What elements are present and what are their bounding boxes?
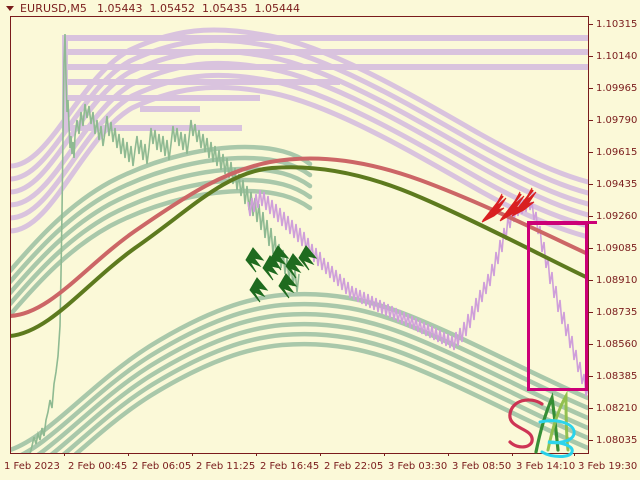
price-tick-label: 1.09260 [596, 211, 638, 222]
broker-logo-watermark [496, 388, 596, 460]
price-tick-label: 1.09615 [596, 147, 638, 158]
lower-ma-ribbon [10, 291, 588, 454]
price-tick: 1.09965 [589, 83, 640, 95]
price-tick-label: 1.09435 [596, 179, 638, 190]
price-tick: 1.10140 [589, 51, 640, 63]
price-tick-mark [589, 216, 593, 217]
time-tick-label: 2 Feb 22:05 [324, 461, 384, 472]
price-tick-mark [589, 120, 593, 121]
price-tick-label: 1.08735 [596, 307, 638, 318]
price-tick-label: 1.09965 [596, 83, 638, 94]
price-tick: 1.08560 [589, 339, 640, 351]
chart-header: EURUSD,M5 1.05443 1.05452 1.05435 1.0544… [0, 0, 640, 16]
price-tick-label: 1.08910 [596, 275, 638, 286]
price-tick-label: 1.09085 [596, 243, 638, 254]
buy-arrow [249, 277, 269, 303]
price-tick: 1.08210 [589, 403, 640, 415]
chart-canvas [10, 27, 588, 454]
price-tick: 1.09260 [589, 211, 640, 223]
price-tick: 1.09085 [589, 243, 640, 255]
chart-plot-area[interactable] [10, 16, 588, 454]
price-tick-label: 1.08560 [596, 339, 638, 350]
price-tick-label: 1.08385 [596, 371, 638, 382]
price-tick: 1.10315 [589, 19, 640, 31]
ohlc-quotes: 1.05443 1.05452 1.05435 1.05444 [97, 2, 300, 15]
price-tick-mark [589, 312, 593, 313]
price-tick: 1.08035 [589, 435, 640, 447]
price-tick-mark [589, 88, 593, 89]
quote-low: 1.05435 [202, 1, 248, 15]
plot-right-border [588, 16, 589, 454]
quote-open: 1.05443 [97, 1, 143, 15]
price-tick: 1.09615 [589, 147, 640, 159]
price-tick: 1.08385 [589, 371, 640, 383]
time-tick-label: 3 Feb 19:30 [578, 461, 638, 472]
horizontal-channel-bands [62, 35, 588, 131]
time-tick-mark [384, 453, 385, 456]
price-tick: 1.09435 [589, 179, 640, 191]
time-tick-mark [448, 453, 449, 456]
time-scale[interactable]: 1 Feb 2023 2 Feb 00:45 2 Feb 06:05 2 Feb 11… [0, 455, 640, 480]
price-level-marker [588, 221, 597, 224]
buy-arrow [270, 245, 290, 271]
buy-arrow-markers [245, 245, 318, 303]
price-scale[interactable]: 1.10315 1.10140 1.09965 1.09790 1.09615 1.094… [589, 16, 640, 454]
time-tick-label: 2 Feb 16:45 [260, 461, 320, 472]
time-tick-mark [128, 453, 129, 456]
sell-arrow-markers [481, 187, 537, 223]
price-tick-mark [589, 248, 593, 249]
price-tick-mark [589, 24, 593, 25]
price-tick-mark [589, 56, 593, 57]
plot-bottom-border [10, 453, 589, 454]
price-tick-mark [589, 440, 593, 441]
slow-ma-line [10, 165, 588, 338]
price-tick-label: 1.08210 [596, 403, 638, 414]
buy-arrow [298, 245, 318, 271]
time-tick-label: 3 Feb 08:50 [452, 461, 512, 472]
price-tick-label: 1.09790 [596, 115, 638, 126]
time-tick-mark [192, 453, 193, 456]
price-tick: 1.08735 [589, 307, 640, 319]
price-tick-label: 1.08035 [596, 435, 638, 446]
buy-arrow [285, 253, 305, 279]
time-tick-label: 2 Feb 00:45 [68, 461, 128, 472]
sell-arrow [511, 187, 537, 217]
price-tick: 1.09790 [589, 115, 640, 127]
time-tick-label: 2 Feb 06:05 [132, 461, 192, 472]
price-tick-mark [589, 376, 593, 377]
plot-left-border [10, 16, 11, 454]
price-tick-mark [589, 184, 593, 185]
fast-ma-line [10, 156, 588, 318]
price-tick-mark [589, 408, 593, 409]
time-tick-mark [574, 453, 575, 456]
price-tick-mark [589, 280, 593, 281]
price-tick-label: 1.10140 [596, 51, 638, 62]
time-tick-mark [256, 453, 257, 456]
time-tick-label: 1 Feb 2023 [4, 461, 60, 472]
time-tick-mark [64, 453, 65, 456]
rectangle-object[interactable] [527, 222, 588, 391]
plot-top-border [10, 16, 589, 17]
quote-high: 1.05452 [149, 1, 196, 15]
sell-arrow [481, 193, 507, 223]
buy-arrow [245, 247, 265, 273]
symbol-timeframe-label: EURUSD,M5 [20, 1, 88, 15]
quote-close: 1.05444 [254, 1, 301, 15]
caret-down-icon[interactable] [6, 5, 14, 11]
time-tick-label: 3 Feb 14:10 [516, 461, 576, 472]
buy-arrow [278, 273, 298, 299]
price-tick-label: 1.10315 [596, 19, 638, 30]
time-tick-label: 3 Feb 03:30 [388, 461, 448, 472]
price-tick-mark [589, 152, 593, 153]
price-tick-mark [589, 344, 593, 345]
time-tick-mark [512, 453, 513, 456]
price-level-line[interactable] [527, 221, 588, 224]
time-tick-mark [320, 453, 321, 456]
time-tick-label: 2 Feb 11:25 [196, 461, 256, 472]
price-tick: 1.08910 [589, 275, 640, 287]
